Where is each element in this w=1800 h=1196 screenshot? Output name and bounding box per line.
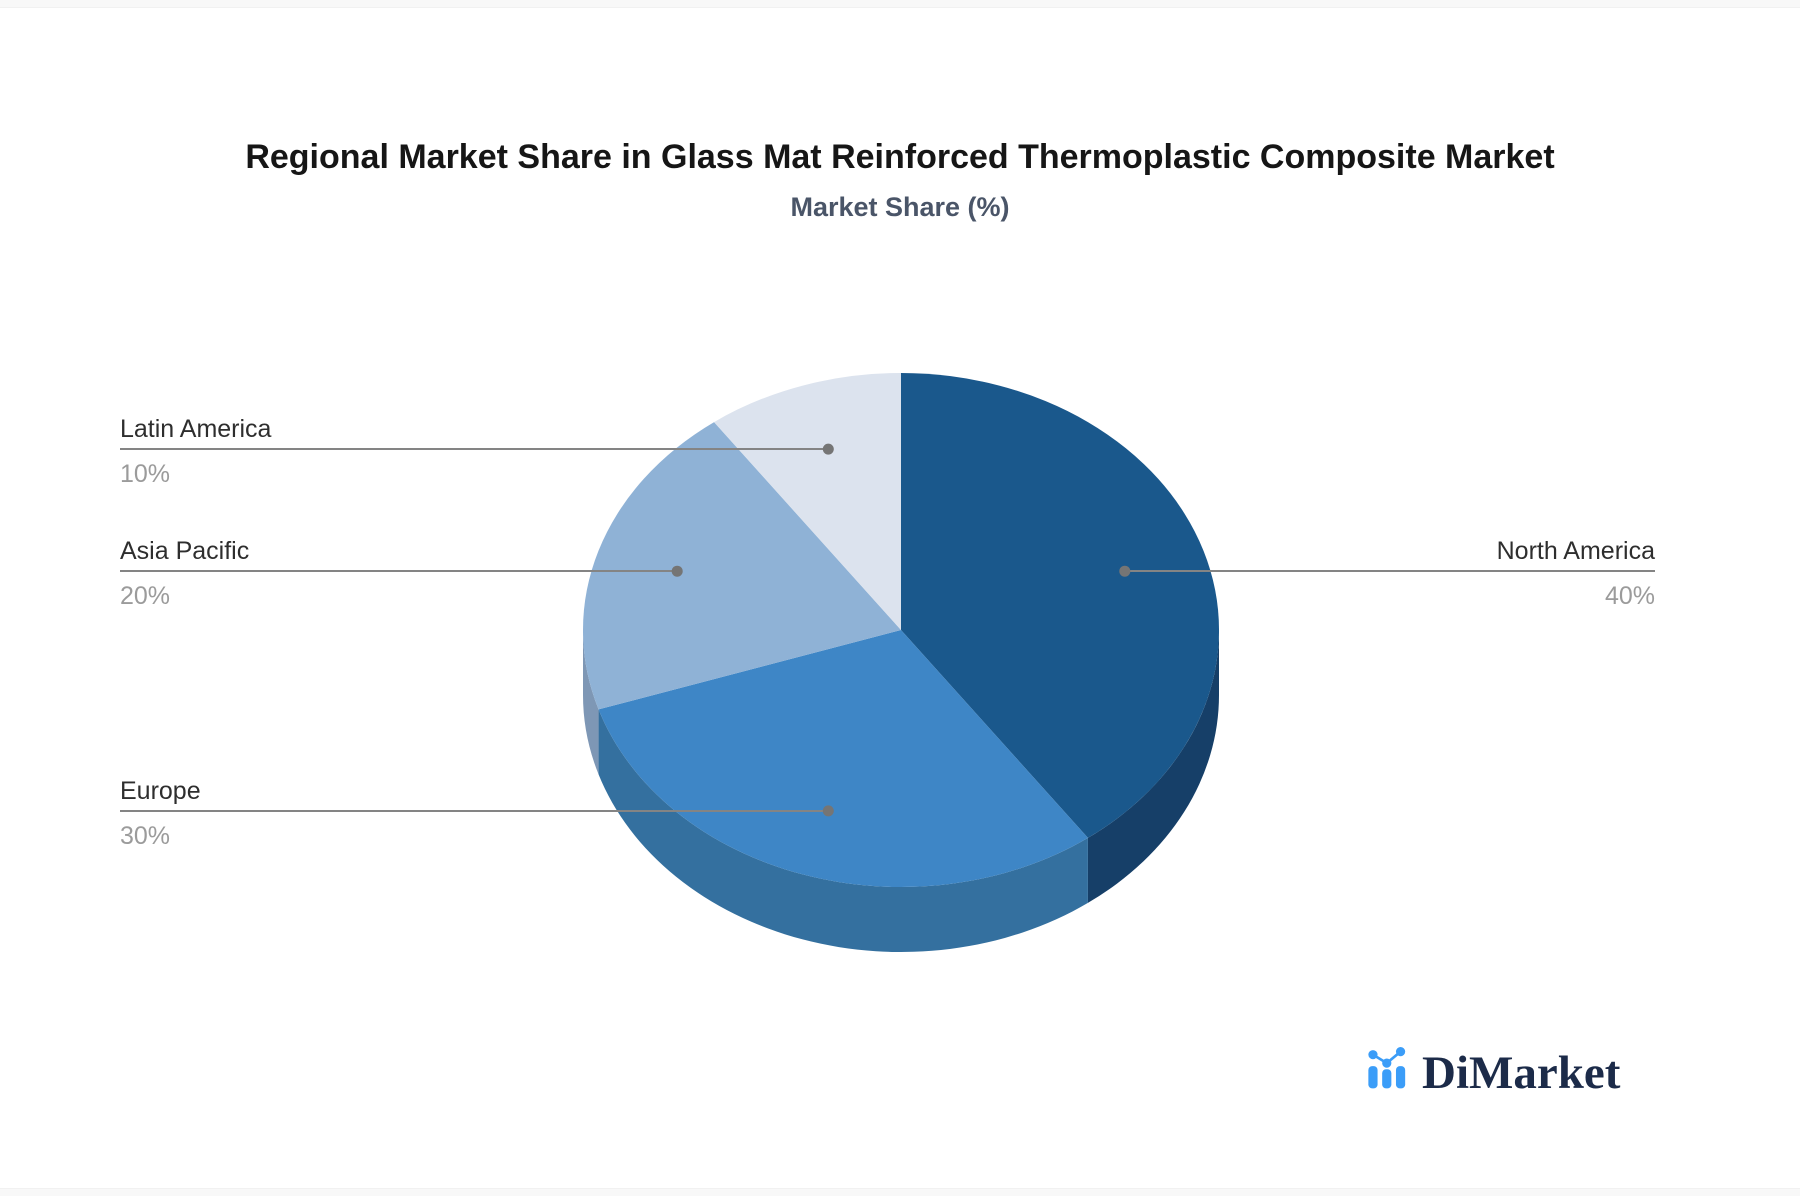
slice-label-asia-pacific: Asia Pacific	[120, 537, 249, 565]
slice-value-latin-america: 10%	[120, 460, 170, 488]
slice-value-europe: 30%	[120, 822, 170, 850]
slice-label-latin-america: Latin America	[120, 415, 272, 443]
pie-slice-depth-north-america	[1087, 630, 1219, 903]
slice-value-north-america: 40%	[1605, 582, 1655, 610]
window-edge-top	[0, 0, 1800, 8]
pie-slice-latin-america[interactable]	[714, 373, 901, 630]
slice-value-asia-pacific: 20%	[120, 582, 170, 610]
window-edge-bottom	[0, 1188, 1800, 1196]
slice-label-europe: Europe	[120, 777, 201, 805]
pie-slice-north-america[interactable]	[901, 373, 1220, 838]
leader-dot-latin-america	[822, 443, 834, 455]
pie-slice-europe[interactable]	[598, 630, 1088, 888]
pie-slice-depth-asia-pacific	[583, 630, 599, 775]
slice-label-north-america: North America	[1497, 537, 1655, 565]
chart-title: Regional Market Share in Glass Mat Reinf…	[245, 138, 1555, 176]
brand-logo: DiMarket	[1363, 1040, 1620, 1096]
leader-dot-europe	[822, 805, 834, 817]
pie-slice-depth-europe	[598, 709, 1088, 953]
bar-line-chart-icon	[1368, 1047, 1406, 1089]
brand-logo-text: DiMarket	[1422, 1046, 1621, 1099]
chart-subtitle: Market Share (%)	[790, 192, 1010, 222]
leader-dot-asia-pacific	[671, 565, 683, 577]
pie-slice-asia-pacific[interactable]	[582, 422, 901, 710]
leader-dot-north-america	[1119, 565, 1131, 577]
